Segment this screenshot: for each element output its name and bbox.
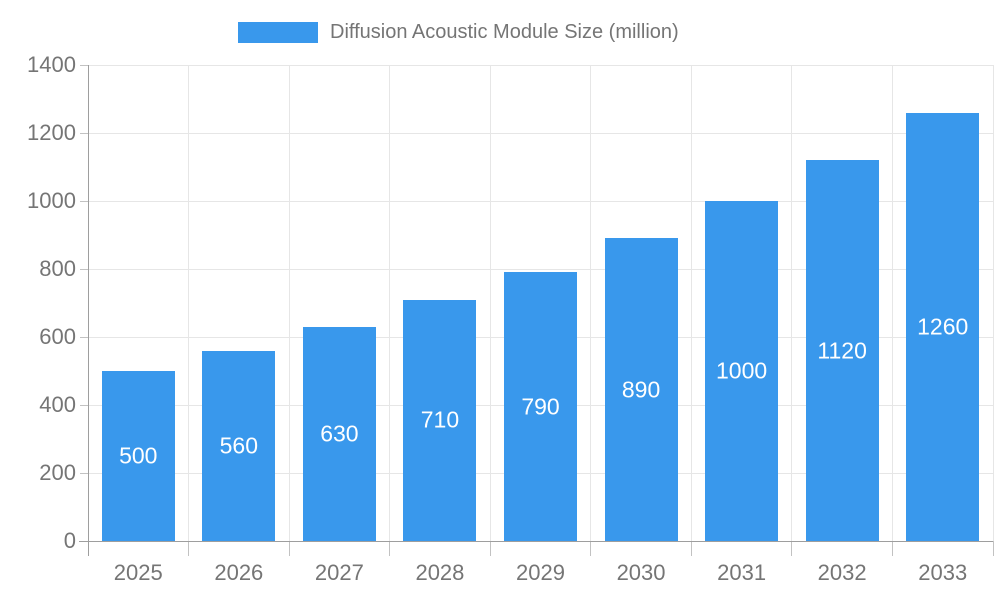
- y-axis-tick: [80, 268, 88, 270]
- x-tick-label: 2032: [817, 560, 867, 585]
- gridline-horizontal: [88, 200, 993, 202]
- y-tick-label: 800: [39, 256, 76, 281]
- gridline-vertical: [288, 65, 290, 541]
- x-tick-label: 2028: [415, 560, 465, 585]
- gridline-vertical: [489, 65, 491, 541]
- gridline-vertical: [389, 65, 391, 541]
- y-tick-label: 1200: [27, 120, 76, 145]
- y-axis-tick: [80, 132, 88, 134]
- x-tick-label: 2029: [516, 560, 565, 585]
- legend-item[interactable]: Diffusion Acoustic Module Size (million): [238, 18, 679, 46]
- gridline-vertical: [891, 65, 893, 541]
- x-tick-label: 2027: [314, 560, 364, 585]
- bar-2030[interactable]: 890: [604, 238, 678, 541]
- bar-value-label: 1120: [817, 337, 867, 364]
- gridline-vertical: [791, 65, 793, 541]
- gridline-vertical: [188, 65, 190, 541]
- x-tick-label: 2030: [616, 560, 666, 585]
- bar-2025[interactable]: 500: [101, 371, 175, 541]
- y-axis-line: [88, 65, 89, 556]
- x-axis-tick: [992, 541, 994, 556]
- x-axis-tick: [891, 541, 893, 556]
- x-axis-tick: [791, 541, 793, 556]
- gridline-vertical: [690, 65, 692, 541]
- bar-2033[interactable]: 1260: [906, 112, 980, 541]
- y-axis-tick: [80, 472, 88, 474]
- bar-2032[interactable]: 1120: [805, 160, 879, 541]
- bar-2031[interactable]: 1000: [705, 201, 779, 541]
- x-axis-tick: [590, 541, 592, 556]
- y-axis-tick: [80, 404, 88, 406]
- bar-2026[interactable]: 560: [202, 350, 276, 541]
- x-axis-tick: [288, 541, 290, 556]
- bar-value-label: 710: [420, 406, 460, 433]
- x-tick-label: 2033: [918, 560, 968, 585]
- y-tick-label: 0: [63, 528, 76, 553]
- bar-value-label: 500: [119, 442, 158, 469]
- x-axis-tick: [690, 541, 692, 556]
- y-tick-label: 1400: [27, 52, 76, 77]
- bar-2028[interactable]: 710: [403, 299, 477, 541]
- x-axis-tick: [188, 541, 190, 556]
- bar-value-label: 1260: [917, 313, 969, 340]
- gridline-horizontal: [88, 268, 993, 270]
- y-axis-tick: [80, 64, 88, 66]
- y-axis-tick: [80, 336, 88, 338]
- bar-value-label: 790: [521, 393, 560, 420]
- y-tick-label: 600: [39, 324, 76, 349]
- y-axis-tick: [80, 200, 88, 202]
- y-tick-label: 1000: [27, 188, 76, 213]
- x-tick-label: 2031: [717, 560, 767, 585]
- x-tick-label: 2026: [214, 560, 264, 585]
- bar-value-label: 630: [320, 420, 359, 447]
- legend-swatch: [238, 21, 318, 43]
- bar-2029[interactable]: 790: [504, 272, 577, 541]
- bar-value-label: 890: [621, 376, 661, 403]
- x-axis-tick: [389, 541, 391, 556]
- y-tick-label: 200: [39, 460, 76, 485]
- legend-label: Diffusion Acoustic Module Size (million): [330, 20, 679, 43]
- gridline-vertical: [992, 65, 994, 541]
- bar-value-label: 1000: [716, 357, 768, 384]
- x-axis-line: [79, 541, 993, 542]
- gridline-horizontal: [88, 132, 993, 134]
- bar-2027[interactable]: 630: [302, 326, 376, 541]
- x-tick-label: 2025: [113, 560, 163, 585]
- bar-value-label: 560: [219, 432, 259, 459]
- x-axis-tick: [489, 541, 491, 556]
- gridline-horizontal: [88, 64, 993, 66]
- y-tick-label: 400: [39, 392, 76, 417]
- gridline-vertical: [590, 65, 592, 541]
